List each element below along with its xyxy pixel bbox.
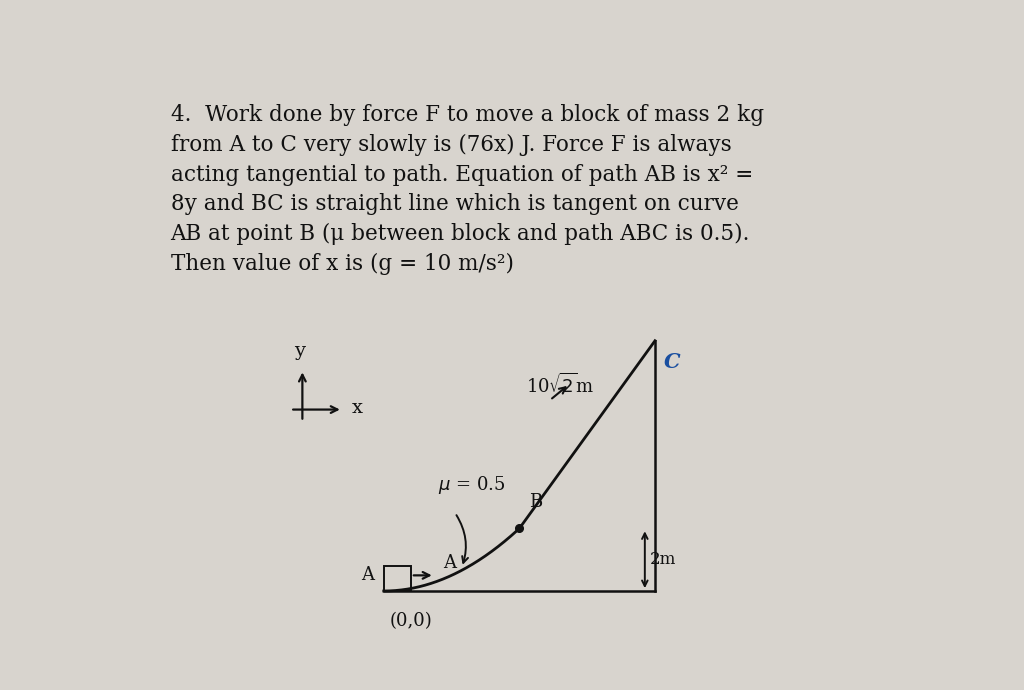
Text: Then value of x is (g = 10 m/s²): Then value of x is (g = 10 m/s²) [171, 253, 514, 275]
Text: A: A [443, 554, 456, 572]
Text: from A to C very slowly is (76x) J. Force F is always: from A to C very slowly is (76x) J. Forc… [171, 134, 731, 156]
Text: AB at point B (μ between block and path ABC is 0.5).: AB at point B (μ between block and path … [171, 223, 750, 245]
Text: 8y and BC is straight line which is tangent on curve: 8y and BC is straight line which is tang… [171, 193, 738, 215]
Bar [384, 566, 411, 591]
Text: x: x [352, 399, 362, 417]
Text: 10$\sqrt{2}$m: 10$\sqrt{2}$m [526, 373, 594, 397]
Text: A: A [361, 566, 375, 584]
Text: 2m: 2m [649, 551, 676, 569]
Text: acting tangential to path. Equation of path AB is x² =: acting tangential to path. Equation of p… [171, 164, 753, 186]
Text: 4.  Work done by force F to move a block of mass 2 kg: 4. Work done by force F to move a block … [171, 104, 764, 126]
Text: C: C [665, 353, 681, 373]
Text: B: B [528, 493, 542, 511]
Text: y: y [294, 342, 305, 360]
Text: (0,0): (0,0) [389, 613, 432, 631]
Text: $\mu$ = 0.5: $\mu$ = 0.5 [438, 473, 506, 495]
